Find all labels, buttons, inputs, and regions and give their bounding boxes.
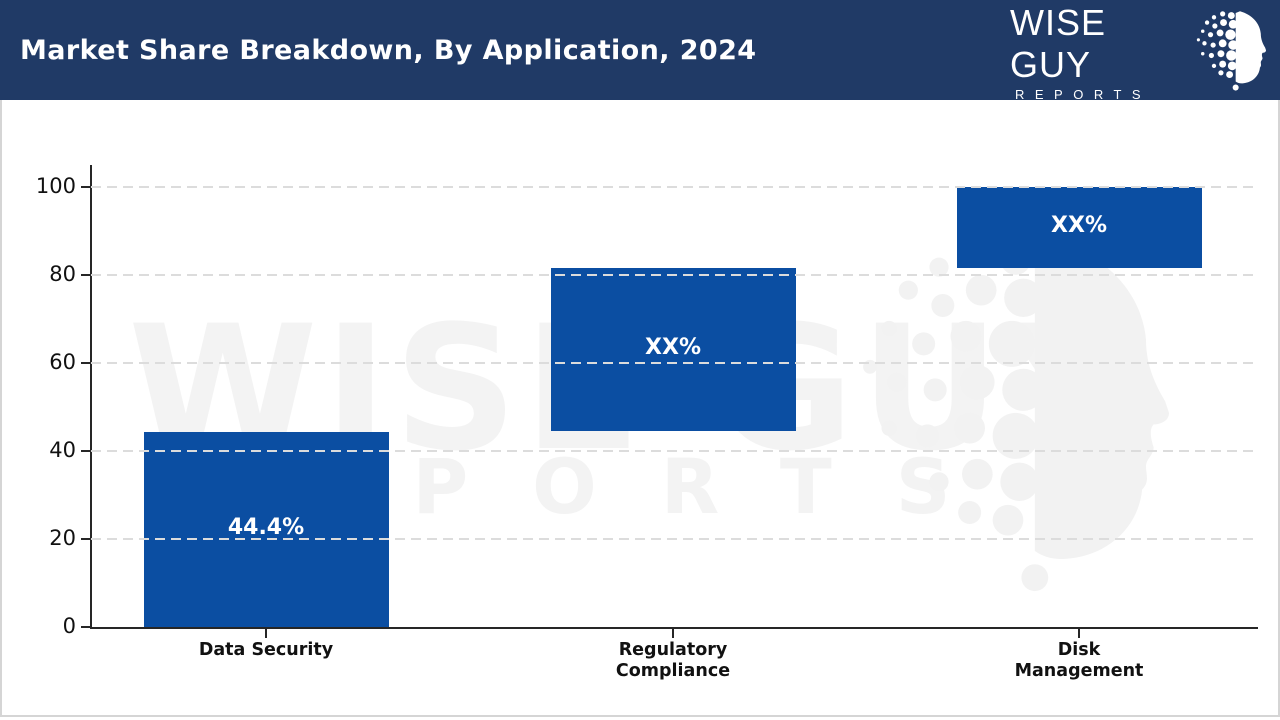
bar-value-label: XX%	[1051, 213, 1107, 239]
y-tick-mark	[81, 274, 90, 276]
category-label: Disk Management	[1014, 640, 1144, 681]
brand-subname: REPORTS	[1015, 87, 1152, 102]
y-tick-label: 0	[62, 614, 76, 638]
brand-name: WISE GUY	[1010, 2, 1107, 85]
market-share-bar	[956, 187, 1202, 268]
y-tick-label: 100	[35, 174, 76, 198]
bar-value-label: 44.4%	[227, 515, 305, 541]
watermark-face-icon	[863, 240, 1169, 592]
category-label: Data Security	[198, 640, 334, 660]
gridline	[91, 362, 1258, 364]
y-tick-mark	[81, 362, 90, 364]
x-tick-mark	[265, 629, 267, 638]
gridline	[91, 186, 1258, 188]
x-tick-mark	[672, 629, 674, 638]
y-tick-mark	[81, 538, 90, 540]
market-share-bar	[550, 267, 796, 431]
gridline	[91, 450, 1258, 452]
y-tick-mark	[81, 626, 90, 628]
gridline	[91, 538, 1258, 540]
gridline	[91, 274, 1258, 276]
brand-logo-text: WISE GUY REPORTS	[1010, 2, 1198, 102]
header-bar: Market Share Breakdown, By Application, …	[0, 0, 1280, 102]
brand-logo: WISE GUY REPORTS	[1010, 2, 1266, 102]
x-axis-line	[90, 627, 1258, 629]
market-share-bar	[143, 431, 389, 627]
y-tick-label: 20	[49, 526, 76, 550]
y-tick-label: 40	[49, 438, 76, 462]
y-tick-mark	[81, 186, 90, 188]
y-tick-label: 60	[49, 350, 76, 374]
dotted-face-icon	[1196, 11, 1266, 91]
y-axis-line	[90, 165, 92, 629]
x-tick-mark	[1078, 629, 1080, 638]
bar-value-label: XX%	[645, 335, 701, 361]
y-tick-label: 80	[49, 262, 76, 286]
category-label: Regulatory Compliance	[615, 640, 731, 681]
y-tick-mark	[81, 450, 90, 452]
chart-title: Market Share Breakdown, By Application, …	[20, 34, 757, 66]
